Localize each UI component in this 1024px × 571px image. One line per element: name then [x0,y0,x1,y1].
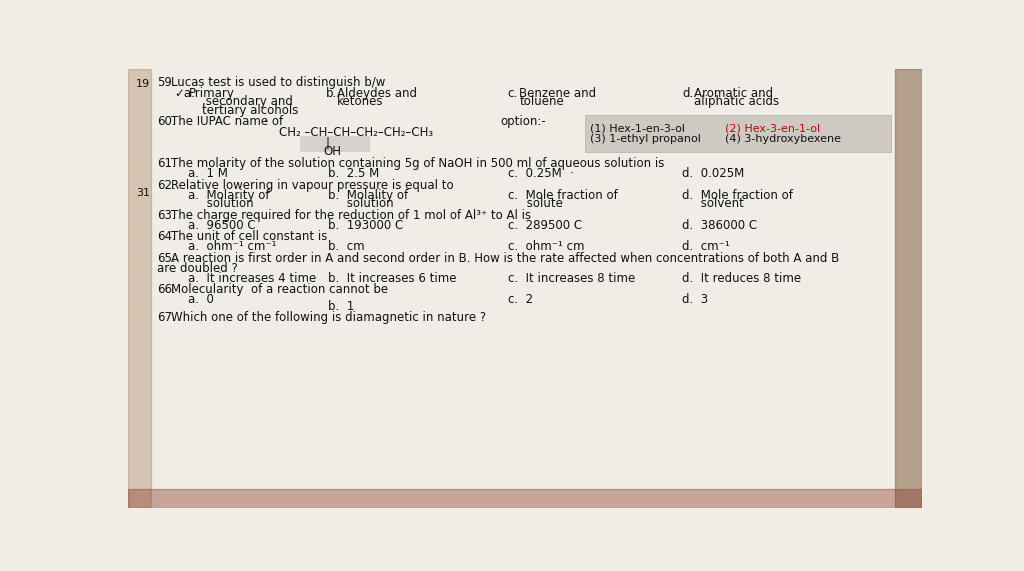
Text: 63.: 63. [158,208,176,222]
Bar [895,69,922,508]
Text: a.  Molarity of: a. Molarity of [188,188,270,202]
Text: a.  1 M: a. 1 M [188,167,228,180]
Text: toluene: toluene [519,95,564,108]
Text: ketones: ketones [337,95,384,108]
Text: solute: solute [508,197,562,210]
Text: 67.: 67. [158,311,176,324]
Text: The charge required for the reduction of 1 mol of Al³⁺ to Al is: The charge required for the reduction of… [171,208,531,222]
Text: b.: b. [326,87,337,100]
Text: c.  0.25M: c. 0.25M [508,167,561,180]
Text: b.  Molality of: b. Molality of [328,188,409,202]
Text: |: | [326,136,330,149]
Text: aliphatic acids: aliphatic acids [693,95,779,108]
Text: c.: c. [508,87,518,100]
Text: c.  Mole fraction of: c. Mole fraction of [508,188,617,202]
Text: 61.: 61. [158,157,176,170]
Text: d.: d. [682,87,693,100]
Text: 19: 19 [136,79,150,89]
Text: Molecularity  of a reaction cannot be: Molecularity of a reaction cannot be [171,283,388,296]
Text: Which one of the following is diamagnetic in nature ?: Which one of the following is diamagneti… [171,311,486,324]
Text: solvent: solvent [682,197,744,210]
Text: (3) 1-ethyl propanol: (3) 1-ethyl propanol [590,134,700,144]
Text: d.  3: d. 3 [682,293,709,307]
Text: tertiary alcohols: tertiary alcohols [203,104,299,117]
Text: b.  It increases 6 time: b. It increases 6 time [328,272,457,285]
Text: Primary: Primary [188,87,234,100]
Bar [128,69,152,508]
Text: 64.: 64. [158,230,176,243]
Text: The molarity of the solution containing 5g of NaOH in 500 ml of aqueous solution: The molarity of the solution containing … [171,157,665,170]
Text: b.  193000 C: b. 193000 C [328,219,403,232]
Text: a.  It increases 4 time: a. It increases 4 time [188,272,316,285]
Text: a.  0: a. 0 [188,293,214,307]
Bar [128,489,922,508]
Text: b.  cm: b. cm [328,240,365,253]
Text: Benzene and: Benzene and [519,87,597,100]
Text: (1) Hex-1-en-3-ol: (1) Hex-1-en-3-ol [590,124,685,134]
Text: a.  ohm⁻¹ cm⁻¹: a. ohm⁻¹ cm⁻¹ [188,240,276,253]
Text: b.  1: b. 1 [328,300,354,312]
Text: 31: 31 [136,188,150,198]
Text: 66.: 66. [158,283,176,296]
Text: Relative lowering in vapour pressure is equal to: Relative lowering in vapour pressure is … [171,179,454,192]
Text: 65.: 65. [158,252,176,265]
Text: c.  289500 C: c. 289500 C [508,219,582,232]
Text: OH: OH [324,145,341,158]
Text: The IUPAC name of: The IUPAC name of [171,115,284,128]
Text: b.  2.5 M: b. 2.5 M [328,167,379,180]
Text: d.  It reduces 8 time: d. It reduces 8 time [682,272,801,285]
Text: Aromatic and: Aromatic and [693,87,773,100]
Text: (4) 3-hydroxybexene: (4) 3-hydroxybexene [725,134,841,144]
Text: The unit of cell constant is: The unit of cell constant is [171,230,328,243]
Bar [586,115,891,152]
Text: c.  ohm⁻¹ cm: c. ohm⁻¹ cm [508,240,585,253]
Text: solution: solution [188,197,254,210]
Text: d.  Mole fraction of: d. Mole fraction of [682,188,793,202]
Text: 60.: 60. [158,115,176,128]
Text: ·: · [569,167,573,180]
Text: c.  It increases 8 time: c. It increases 8 time [508,272,635,285]
Text: CH₂ –CH–CH–CH₂–CH₂–CH₃: CH₂ –CH–CH–CH₂–CH₂–CH₃ [280,126,433,139]
Text: a.  96500 C: a. 96500 C [188,219,256,232]
Text: solution: solution [328,197,393,210]
Text: Aldeydes and: Aldeydes and [337,87,417,100]
Text: ,secondary and: ,secondary and [203,95,293,108]
Text: A reaction is first order in A and second order in B. How is the rate affected w: A reaction is first order in A and secon… [171,252,840,265]
Text: are doubled ?: are doubled ? [158,262,239,275]
Text: ✓a.: ✓a. [174,87,196,100]
Text: 62.: 62. [158,179,176,192]
Bar [300,136,370,152]
Text: (2) Hex-3-en-1-ol: (2) Hex-3-en-1-ol [725,124,820,134]
Text: ·: · [263,115,267,128]
Text: Lucas test is used to distinguish b/w: Lucas test is used to distinguish b/w [171,76,386,89]
Text: 59.: 59. [158,76,176,89]
Text: d.  386000 C: d. 386000 C [682,219,758,232]
Text: d.  0.025M: d. 0.025M [682,167,744,180]
Text: d.  cm⁻¹: d. cm⁻¹ [682,240,730,253]
Text: option:-: option:- [500,115,546,128]
Text: c.  2: c. 2 [508,293,532,307]
